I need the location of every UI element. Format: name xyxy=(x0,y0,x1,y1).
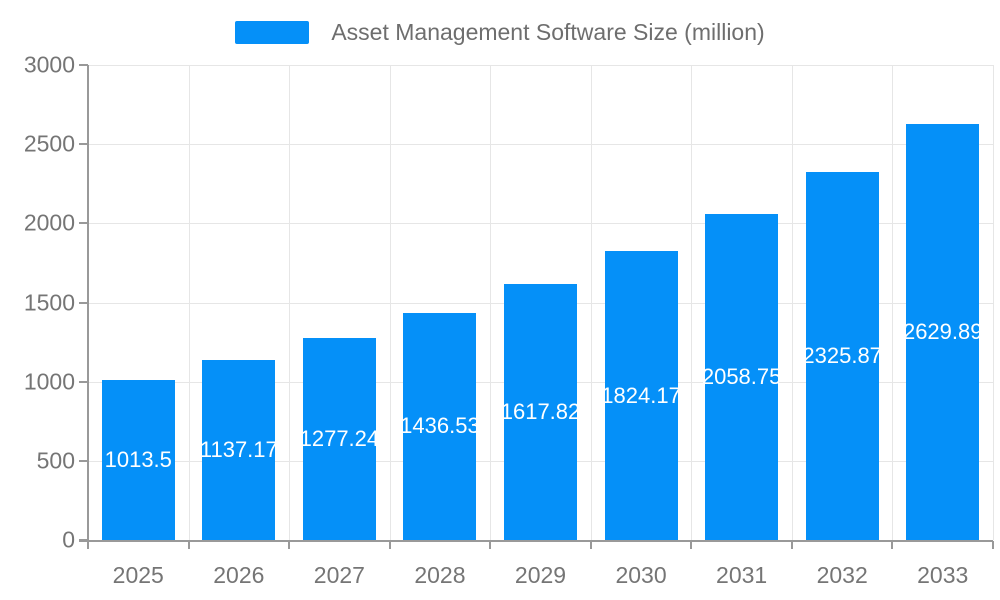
y-axis-label: 2000 xyxy=(23,209,75,236)
x-gridline xyxy=(590,65,592,540)
bar-2029[interactable] xyxy=(504,283,577,540)
x-gridline xyxy=(490,65,492,540)
x-gridline xyxy=(389,65,391,540)
y-axis-tick xyxy=(79,64,88,66)
x-gridline xyxy=(691,65,693,540)
bar-2025[interactable] xyxy=(101,379,175,540)
y-axis-tick xyxy=(79,143,88,146)
y-axis-tick xyxy=(79,459,88,462)
y-axis-tick xyxy=(79,380,88,383)
y-axis-tick xyxy=(79,222,88,225)
x-axis-label: 2025 xyxy=(112,562,164,588)
x-axis-tick xyxy=(690,541,693,549)
legend-label: Asset Management Software Size (million) xyxy=(331,19,765,45)
x-gridline xyxy=(791,65,793,540)
legend-swatch-icon xyxy=(235,21,310,44)
bar-2032[interactable] xyxy=(805,171,879,540)
x-axis-tick xyxy=(87,541,89,549)
bar-2028[interactable] xyxy=(403,312,477,540)
x-axis-label: 2030 xyxy=(615,562,667,588)
x-axis-tick xyxy=(891,541,894,549)
y-axis-line xyxy=(87,65,89,542)
x-axis-tick xyxy=(388,541,391,549)
x-axis-label: 2026 xyxy=(213,562,265,588)
bar-2027[interactable] xyxy=(302,337,376,540)
x-gridline xyxy=(892,65,894,540)
x-axis-label: 2028 xyxy=(414,562,466,588)
y-gridline xyxy=(88,223,993,225)
x-axis-label: 2032 xyxy=(816,562,868,588)
y-axis-label: 500 xyxy=(36,447,75,474)
plot-area: 1013.5 1137.17 1277.24 1436.53 1617.82 1824.1… xyxy=(88,65,994,540)
y-gridline xyxy=(88,144,993,146)
y-gridline xyxy=(88,65,993,66)
legend-item[interactable]: Asset Management Software Size (million) xyxy=(0,19,1000,46)
y-axis-tick xyxy=(79,301,88,304)
x-axis-line xyxy=(79,540,993,542)
x-gridline xyxy=(188,65,190,540)
x-gridline xyxy=(289,65,291,540)
bar-2030[interactable] xyxy=(604,251,678,540)
bar-2033[interactable] xyxy=(906,123,980,540)
x-axis-label: 2031 xyxy=(716,562,768,588)
x-axis-label: 2033 xyxy=(917,562,969,588)
x-axis-tick xyxy=(790,541,793,549)
bar-2026[interactable] xyxy=(202,359,276,540)
x-axis-label: 2027 xyxy=(313,562,365,588)
y-axis-label: 1000 xyxy=(23,368,75,395)
x-axis-label: 2029 xyxy=(514,562,567,588)
x-axis-tick xyxy=(288,541,291,549)
x-axis-tick xyxy=(992,541,994,549)
x-axis-tick xyxy=(589,541,592,549)
y-axis-label: 1500 xyxy=(23,289,75,315)
y-axis-label: 2500 xyxy=(23,130,75,157)
bar-2031[interactable] xyxy=(705,214,779,540)
y-axis-label: 0 xyxy=(62,526,75,553)
x-axis-tick xyxy=(187,541,190,549)
y-axis-label: 3000 xyxy=(23,51,75,78)
x-gridline xyxy=(993,65,994,540)
x-axis-tick xyxy=(489,541,492,549)
